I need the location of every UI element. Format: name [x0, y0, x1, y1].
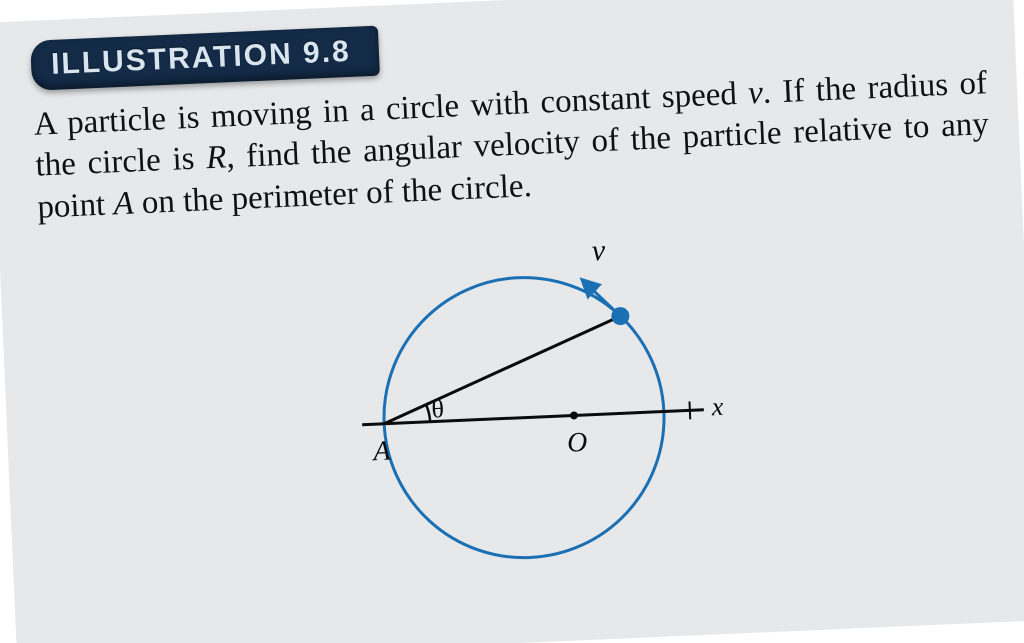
center-o-dot	[570, 411, 578, 419]
label-o: O	[566, 427, 588, 459]
velocity-arrow	[583, 278, 621, 317]
illustration-pill: ILLUSTRATION 9.8	[30, 26, 380, 91]
textbook-page: ILLUSTRATION 9.8 A particle is moving in…	[0, 0, 1024, 643]
label-x: x	[710, 392, 724, 422]
label-theta: θ	[431, 394, 445, 424]
axis-tick	[689, 401, 690, 419]
diagram-container: A Ox θ v	[39, 197, 1008, 598]
label-v: v	[591, 234, 606, 268]
illustration-label: ILLUSTRATION 9.8	[50, 35, 351, 81]
angle-theta-arc	[426, 404, 430, 421]
angle-theta-side	[398, 404, 426, 416]
circle-diagram: A Ox θ v	[305, 208, 740, 586]
label-a: A	[371, 435, 392, 467]
